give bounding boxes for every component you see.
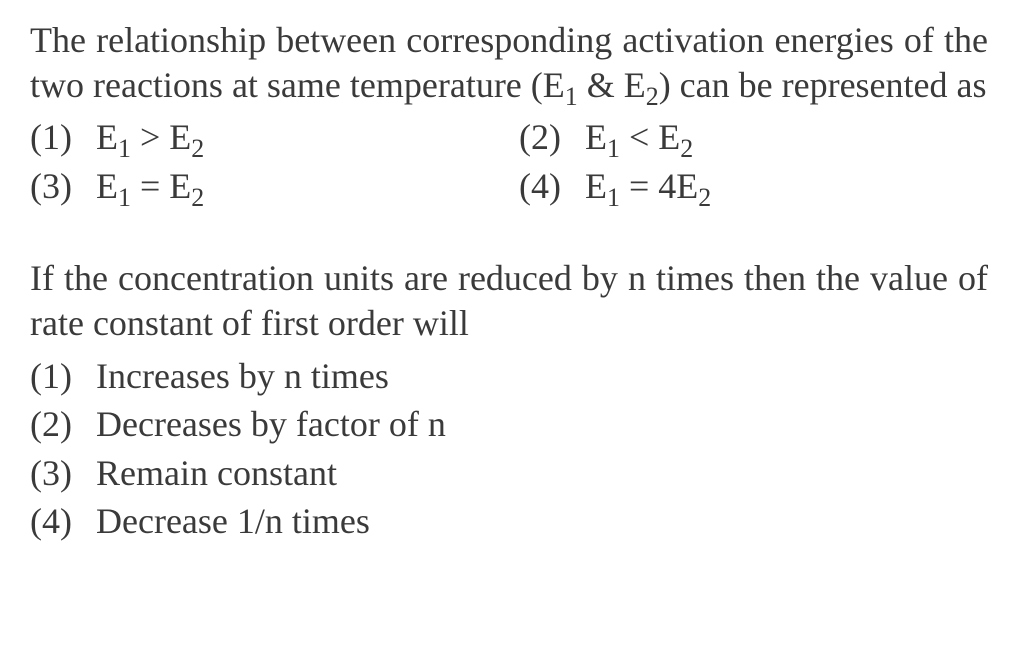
q1-option-3: (3) E1 = E2 [30,163,499,210]
q1-l3-mid: & E [578,65,646,105]
q1-l3-sub1: 1 [565,82,578,111]
q2-options: (1) Increases by n times (2) Decreases b… [30,352,988,546]
q1-opt2-expr: E1 < E2 [585,114,693,161]
q1-opt4-expr: E1 = 4E2 [585,163,711,210]
q2-opt1-num: (1) [30,352,96,401]
q1-options: (1) E1 > E2 (2) E1 < E2 (3) E1 = E2 (4) [30,114,988,210]
q2-option-4: (4) Decrease 1/n times [30,497,988,546]
question-2: If the concentration units are reduced b… [30,256,988,546]
q1-opt4-b: E [676,166,698,206]
q1-opt2-b: E [658,117,680,157]
q1-opt1-b-sub: 2 [191,134,204,163]
q1-line1: The relationship between corresponding a… [30,20,764,60]
q1-opt4-b-sub: 2 [698,183,711,212]
q1-opt1-rel: > [131,117,169,157]
q1-opt3-a: E [96,166,118,206]
document-page: The relationship between corresponding a… [0,0,1024,610]
q1-l3-prefix: (E [531,65,565,105]
q1-opt1-expr: E1 > E2 [96,114,204,161]
q1-option-1: (1) E1 > E2 [30,114,499,161]
q2-opt4-text: Decrease 1/n times [96,497,370,546]
q1-l3-suffix: ) can be represented as [659,65,987,105]
question-1: The relationship between corresponding a… [30,18,988,210]
q2-opt2-num: (2) [30,400,96,449]
q1-opt1-b: E [169,117,191,157]
q1-l3-sub2: 2 [646,82,659,111]
q2-opt3-text: Remain constant [96,449,337,498]
q1-opt4-num: (4) [519,163,585,210]
q1-opt1-a: E [96,117,118,157]
q1-line3: (E1 & E2) can be represented as [531,65,987,105]
q1-option-4: (4) E1 = 4E2 [519,163,988,210]
q1-opt4-a-sub: 1 [607,183,620,212]
q1-opt2-b-sub: 2 [680,134,693,163]
q1-option-2: (2) E1 < E2 [519,114,988,161]
q1-opt3-a-sub: 1 [118,183,131,212]
q1-opt3-b-sub: 2 [191,183,204,212]
q1-opt2-a: E [585,117,607,157]
q1-opt2-rel: < [620,117,658,157]
q1-opt3-b: E [169,166,191,206]
q1-opt4-rel: = 4 [620,166,676,206]
q1-opt3-expr: E1 = E2 [96,163,204,210]
q1-opt2-num: (2) [519,114,585,161]
q1-opt4-a: E [585,166,607,206]
q2-option-3: (3) Remain constant [30,449,988,498]
q2-stem: If the concentration units are reduced b… [30,256,988,346]
q2-opt2-text: Decreases by factor of n [96,400,446,449]
q2-opt3-num: (3) [30,449,96,498]
q2-option-2: (2) Decreases by factor of n [30,400,988,449]
q1-opt1-num: (1) [30,114,96,161]
q2-line1: If the concentration units are reduced b… [30,258,734,298]
q1-stem: The relationship between corresponding a… [30,18,988,108]
q2-opt4-num: (4) [30,497,96,546]
q1-opt2-a-sub: 1 [607,134,620,163]
q2-option-1: (1) Increases by n times [30,352,988,401]
q1-opt1-a-sub: 1 [118,134,131,163]
q1-opt3-rel: = [131,166,169,206]
q1-opt3-num: (3) [30,163,96,210]
q2-opt1-text: Increases by n times [96,352,389,401]
